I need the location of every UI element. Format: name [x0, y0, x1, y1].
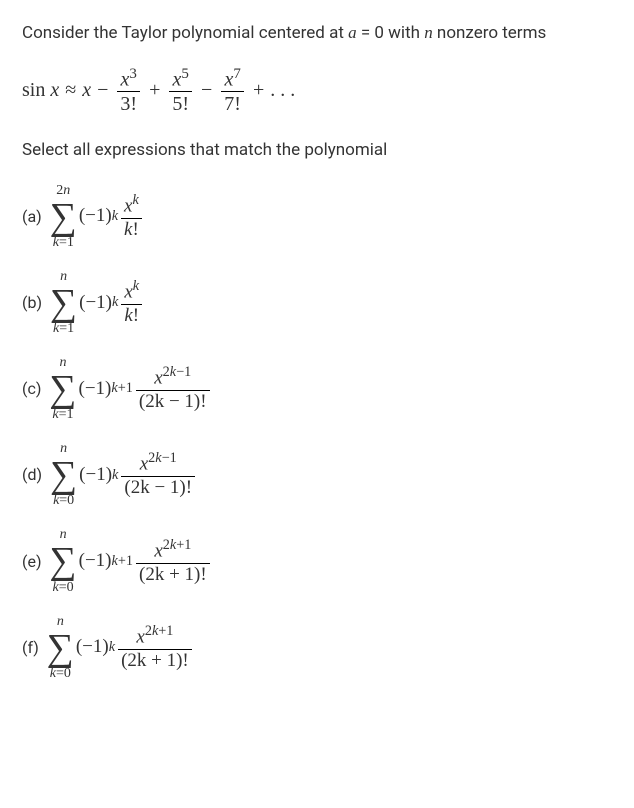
- label-a: (a): [22, 205, 42, 229]
- den-7f: 7!: [221, 91, 244, 116]
- exp-b: k: [112, 292, 118, 313]
- term-b: (−1)k xk k!: [79, 278, 145, 328]
- exp-a: k: [112, 206, 118, 227]
- den-3f: 3!: [117, 91, 140, 116]
- label-c: (c): [22, 377, 41, 401]
- option-a[interactable]: (a) 2n ∑ k=1 (−1)k xk k!: [22, 184, 612, 250]
- var-a: a: [348, 23, 357, 42]
- minus2: −: [201, 75, 212, 105]
- dots: . . .: [270, 75, 295, 105]
- question-intro: Consider the Taylor polynomial centered …: [22, 20, 612, 47]
- intro-text-2: with: [384, 23, 424, 43]
- xk-exp-b: k: [133, 278, 139, 294]
- x7-base: x: [224, 68, 233, 90]
- x-base-f: x: [136, 626, 144, 647]
- exp-d: k: [112, 465, 118, 486]
- term-e: (−1)k+1 x2k+1 (2k + 1)!: [79, 537, 213, 587]
- sum-e: n ∑ k=0: [50, 528, 77, 594]
- sum-d: n ∑ k=0: [50, 442, 77, 508]
- x-base-d: x: [140, 454, 148, 475]
- plus1: +: [149, 75, 160, 105]
- exp-f: k: [109, 637, 115, 658]
- x1: x: [50, 75, 59, 105]
- approx: ≈: [65, 75, 76, 105]
- x-base-e: x: [154, 540, 162, 561]
- den-5f: 5!: [169, 91, 192, 116]
- intro-eq: = 0: [357, 23, 384, 43]
- option-b[interactable]: (b) n ∑ k=1 (−1)k xk k!: [22, 270, 612, 336]
- sum-a: 2n ∑ k=1: [50, 184, 77, 250]
- x7-exp: 7: [233, 66, 241, 82]
- sum-b: n ∑ k=1: [50, 270, 77, 336]
- option-d[interactable]: (d) n ∑ k=0 (−1)k x2k−1 (2k − 1)!: [22, 442, 612, 508]
- den-d: (2k − 1)!: [121, 476, 195, 500]
- frac-x7: x7 7!: [221, 65, 244, 117]
- neg1-f: (−1): [76, 633, 109, 662]
- den-f: (2k + 1)!: [118, 649, 192, 673]
- select-prompt: Select all expressions that match the po…: [22, 138, 612, 164]
- label-f: (f): [22, 636, 39, 660]
- x-term: x: [82, 75, 91, 105]
- sin-label: sin: [22, 75, 45, 105]
- intro-text-1: Consider the Taylor polynomial centered …: [22, 23, 348, 43]
- xk-exp-a: k: [132, 192, 138, 208]
- den-c: (2k − 1)!: [136, 390, 210, 414]
- option-e[interactable]: (e) n ∑ k=0 (−1)k+1 x2k+1 (2k + 1)!: [22, 528, 612, 594]
- x5-exp: 5: [181, 66, 189, 82]
- neg1-d: (−1): [79, 461, 112, 490]
- neg1-a: (−1): [79, 202, 112, 231]
- neg1-b: (−1): [79, 289, 112, 318]
- frac-x5: x5 5!: [169, 65, 192, 117]
- xk-base-b: x: [124, 281, 132, 302]
- sum-c: n ∑ k=1: [49, 356, 76, 422]
- label-e: (e): [22, 550, 42, 574]
- plus2: +: [253, 75, 264, 105]
- minus1: −: [97, 75, 108, 105]
- sum-f: n ∑ k=0: [47, 615, 74, 681]
- term-d: (−1)k x2k−1 (2k − 1)!: [79, 450, 198, 500]
- neg1-c: (−1): [79, 375, 112, 404]
- option-f[interactable]: (f) n ∑ k=0 (−1)k x2k+1 (2k + 1)!: [22, 615, 612, 681]
- term-f: (−1)k x2k+1 (2k + 1)!: [76, 623, 195, 673]
- x-base-c: x: [154, 367, 162, 388]
- label-b: (b): [22, 291, 42, 315]
- intro-text-3: nonzero terms: [433, 23, 547, 43]
- neg1-e: (−1): [79, 547, 112, 576]
- den-e: (2k + 1)!: [136, 563, 210, 587]
- label-d: (d): [22, 463, 42, 487]
- taylor-formula: sin x ≈ x − x3 3! + x5 5! − x7 7! + . . …: [22, 65, 612, 117]
- term-c: (−1)k+1 x2k−1 (2k − 1)!: [79, 364, 213, 414]
- term-a: (−1)k xk k!: [79, 192, 145, 242]
- frac-x3: x3 3!: [117, 65, 140, 117]
- option-c[interactable]: (c) n ∑ k=1 (−1)k+1 x2k−1 (2k − 1)!: [22, 356, 612, 422]
- var-n: n: [424, 23, 433, 42]
- x3-exp: 3: [129, 66, 137, 82]
